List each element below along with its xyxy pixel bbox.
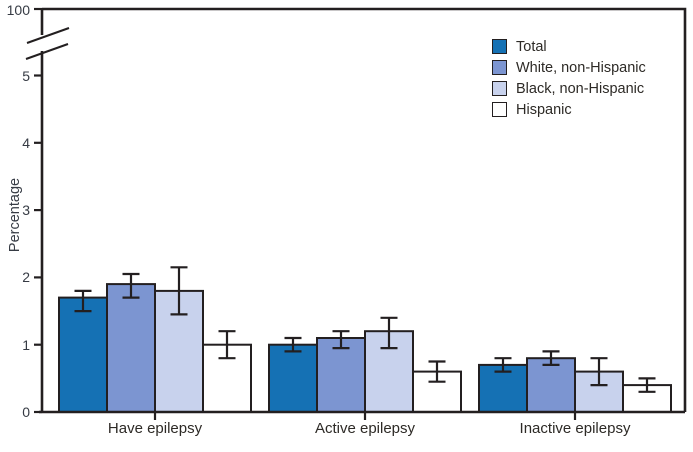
error-bar-black-non-hispanic-have-epilepsy <box>170 266 188 316</box>
bar-white-non-hispanic-have-epilepsy <box>106 283 156 414</box>
legend-item-white-non-hispanic: White, non-Hispanic <box>492 59 646 76</box>
bar-total-have-epilepsy <box>58 296 108 414</box>
error-bar-total-active-epilepsy <box>284 336 302 353</box>
legend-swatch-black-non-hispanic <box>492 81 507 96</box>
legend-label-black-non-hispanic: Black, non-Hispanic <box>516 80 645 97</box>
axis-frame <box>39 7 687 414</box>
legend-label-total: Total <box>516 38 547 55</box>
bar-white-non-hispanic-inactive-epilepsy <box>526 357 576 414</box>
error-bar-white-non-hispanic-active-epilepsy <box>332 330 350 350</box>
legend-label-white-non-hispanic: White, non-Hispanic <box>516 59 646 76</box>
y-tick-label-3: 3 <box>22 202 30 218</box>
error-bar-total-have-epilepsy <box>74 289 92 313</box>
y-axis-break-marks <box>25 27 70 60</box>
axis-ticks <box>34 7 577 420</box>
legend-label-hispanic: Hispanic <box>516 101 572 118</box>
y-axis-break-label: 100 <box>6 2 30 18</box>
error-bar-black-non-hispanic-active-epilepsy <box>380 316 398 350</box>
error-bar-total-inactive-epilepsy <box>494 357 512 373</box>
x-label-have-epilepsy: Have epilepsy <box>107 420 203 437</box>
y-tick-label-2: 2 <box>22 269 30 285</box>
bar-total-active-epilepsy <box>268 343 318 414</box>
error-bar-hispanic-have-epilepsy <box>218 330 236 360</box>
y-tick-label-1: 1 <box>22 337 30 353</box>
error-bar-hispanic-active-epilepsy <box>428 360 446 383</box>
error-bar-white-non-hispanic-inactive-epilepsy <box>542 350 560 366</box>
legend-item-hispanic: Hispanic <box>492 101 646 118</box>
legend-swatch-total <box>492 39 507 54</box>
x-label-active-epilepsy: Active epilepsy <box>314 420 416 437</box>
legend-item-black-non-hispanic: Black, non-Hispanic <box>492 80 646 97</box>
y-tick-label-0: 0 <box>22 404 30 420</box>
error-bar-hispanic-inactive-epilepsy <box>638 377 656 393</box>
y-tick-label-4: 4 <box>22 135 30 151</box>
x-label-inactive-epilepsy: Inactive epilepsy <box>519 420 631 437</box>
legend-swatch-hispanic <box>492 102 507 117</box>
legend-swatch-white-non-hispanic <box>492 60 507 75</box>
legend-item-total: Total <box>492 38 646 55</box>
error-bar-white-non-hispanic-have-epilepsy <box>122 272 140 299</box>
legend: Total White, non-Hispanic Black, non-Hispa… <box>492 38 646 118</box>
error-bar-black-non-hispanic-inactive-epilepsy <box>590 357 608 387</box>
y-tick-label-5: 5 <box>22 68 30 84</box>
